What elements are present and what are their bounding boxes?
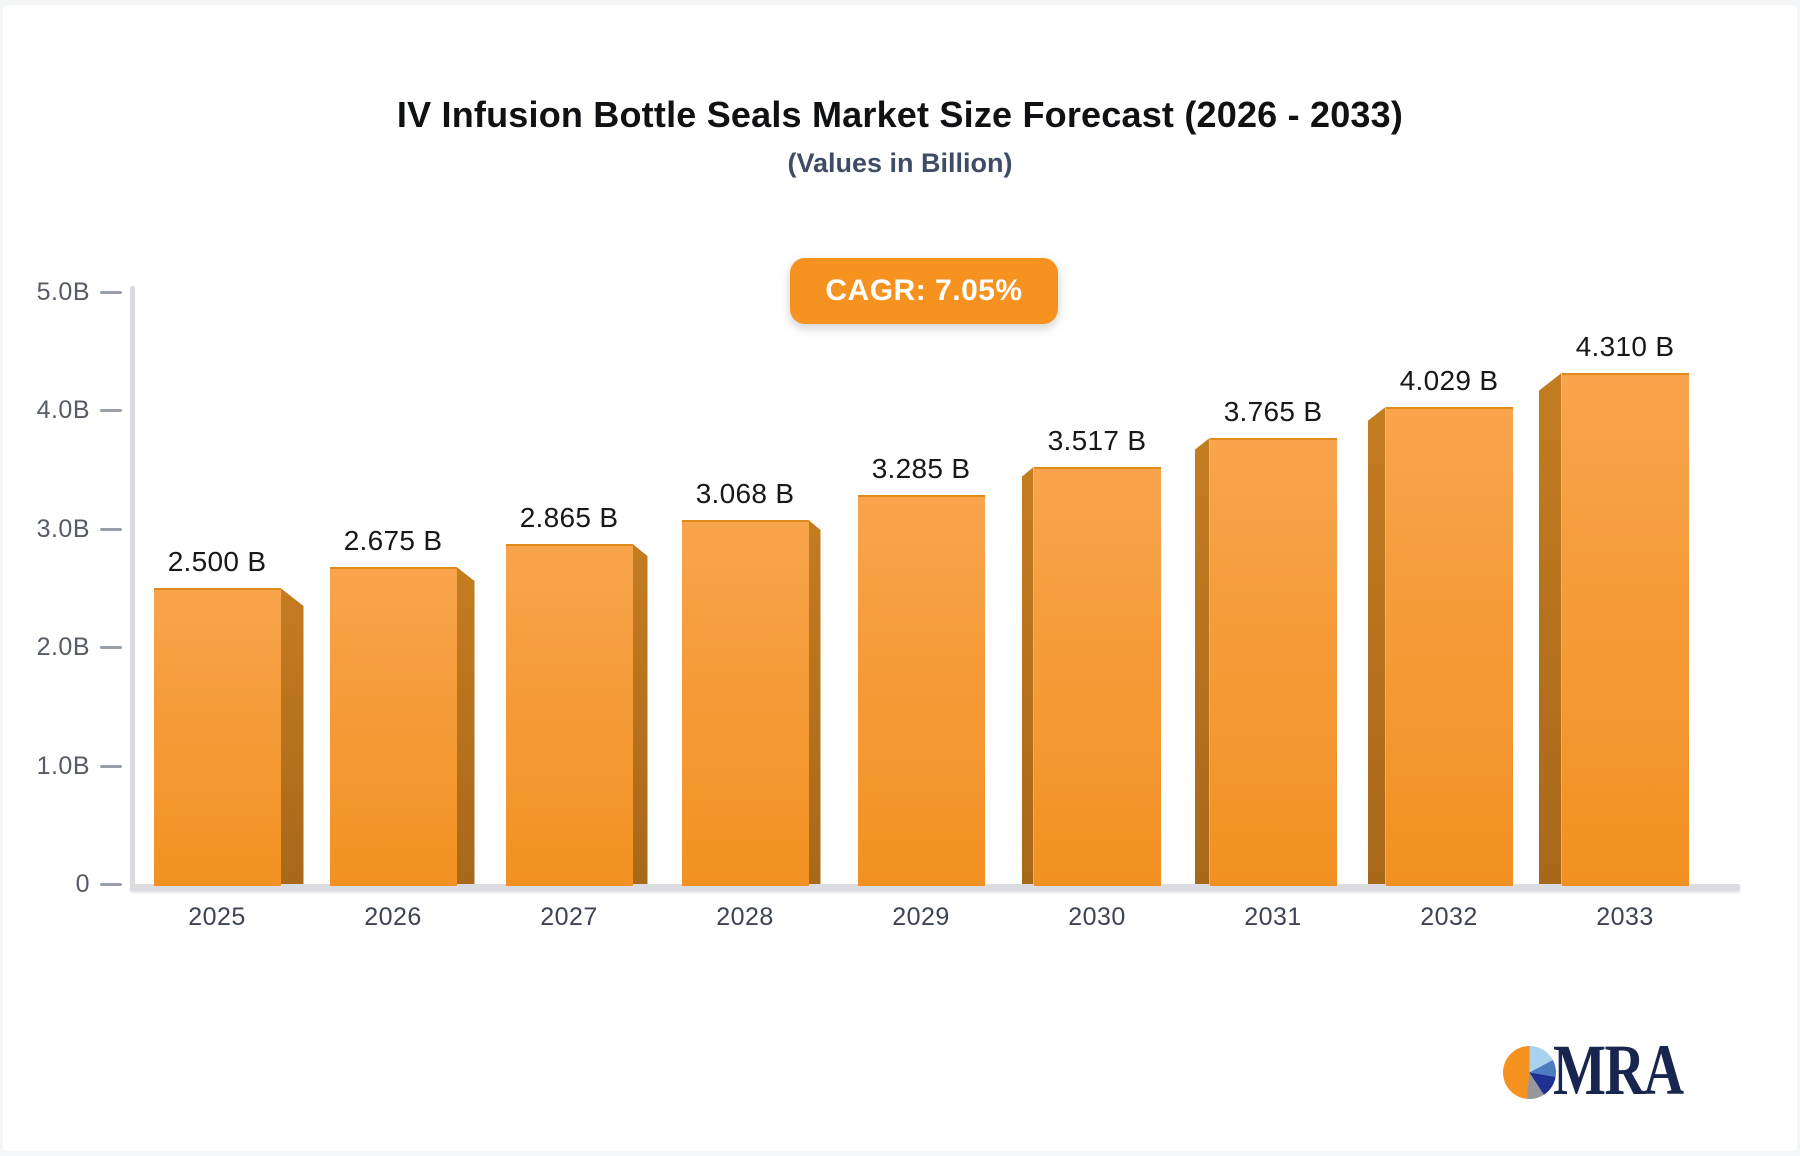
x-axis-label-2033: 2033 <box>1596 903 1654 931</box>
y-tick-label: 5.0B <box>36 277 90 306</box>
bar-value-label: 3.285 B <box>871 453 971 484</box>
bar-side-2028 <box>808 520 821 884</box>
y-tick-dash <box>100 409 122 412</box>
chart-subtitle: (Values in Billion) <box>787 148 1013 178</box>
bar-value-label: 2.675 B <box>343 525 443 556</box>
bar-value-label: 3.517 B <box>1047 425 1147 456</box>
bar-2033 <box>1561 373 1689 886</box>
bar-2027 <box>505 544 633 886</box>
bar-value-label: 2.500 B <box>167 546 267 577</box>
y-axis-line <box>130 286 135 890</box>
y-tick-label: 1.0B <box>36 751 90 780</box>
bar-side-2030 <box>1021 467 1034 884</box>
y-tick-label: 3.0B <box>36 514 90 543</box>
cagr-badge-label: CAGR: 7.05% <box>825 274 1023 307</box>
bar-2025 <box>153 588 281 886</box>
bar-value-label: 4.310 B <box>1575 331 1675 362</box>
x-axis-label-2031: 2031 <box>1244 903 1302 931</box>
bar-value-label: 4.029 B <box>1399 365 1499 396</box>
bar-value-label: 3.068 B <box>695 478 795 509</box>
bar-side-2026 <box>456 567 475 884</box>
bar-side-2025 <box>280 588 304 884</box>
x-axis-label-2028: 2028 <box>716 903 774 931</box>
bar-side-2027 <box>632 544 648 884</box>
bar-2029 <box>857 495 985 886</box>
bar-2030 <box>1033 467 1161 886</box>
logo-text: MRA <box>1553 1030 1684 1110</box>
bar-2031 <box>1209 438 1337 886</box>
x-axis-label-2029: 2029 <box>892 903 950 931</box>
y-tick-dash <box>100 290 122 294</box>
bar-2032 <box>1385 407 1513 886</box>
bar-side-2033 <box>1538 373 1562 884</box>
y-tick-dash <box>100 764 122 768</box>
x-axis-baseline <box>130 884 1740 891</box>
x-axis-label-2026: 2026 <box>364 903 422 931</box>
x-axis-label-2032: 2032 <box>1420 903 1478 931</box>
pie-chart-logo-icon <box>1503 1046 1556 1099</box>
bar-side-2032 <box>1367 407 1386 884</box>
x-axis-label-2027: 2027 <box>540 903 598 931</box>
x-axis-label-2030: 2030 <box>1068 903 1126 931</box>
bar-2026 <box>329 567 457 886</box>
cagr-badge: CAGR: 7.05% <box>790 258 1058 324</box>
y-tick-label: 2.0B <box>36 633 90 661</box>
bar-value-label: 3.765 B <box>1223 396 1323 427</box>
y-tick-dash <box>100 883 122 886</box>
y-tick-dash <box>100 646 122 649</box>
mra-logo: MRA <box>1503 1034 1763 1110</box>
chart-title: IV Infusion Bottle Seals Market Size For… <box>396 94 1404 135</box>
x-axis-label-2025: 2025 <box>188 903 246 931</box>
y-tick-dash <box>100 527 122 531</box>
bar-side-2031 <box>1194 438 1210 884</box>
y-tick-label: 4.0B <box>36 396 90 424</box>
bar-value-label: 2.865 B <box>519 502 619 533</box>
y-tick-label: 0 <box>75 870 90 898</box>
bar-2028 <box>681 520 809 886</box>
